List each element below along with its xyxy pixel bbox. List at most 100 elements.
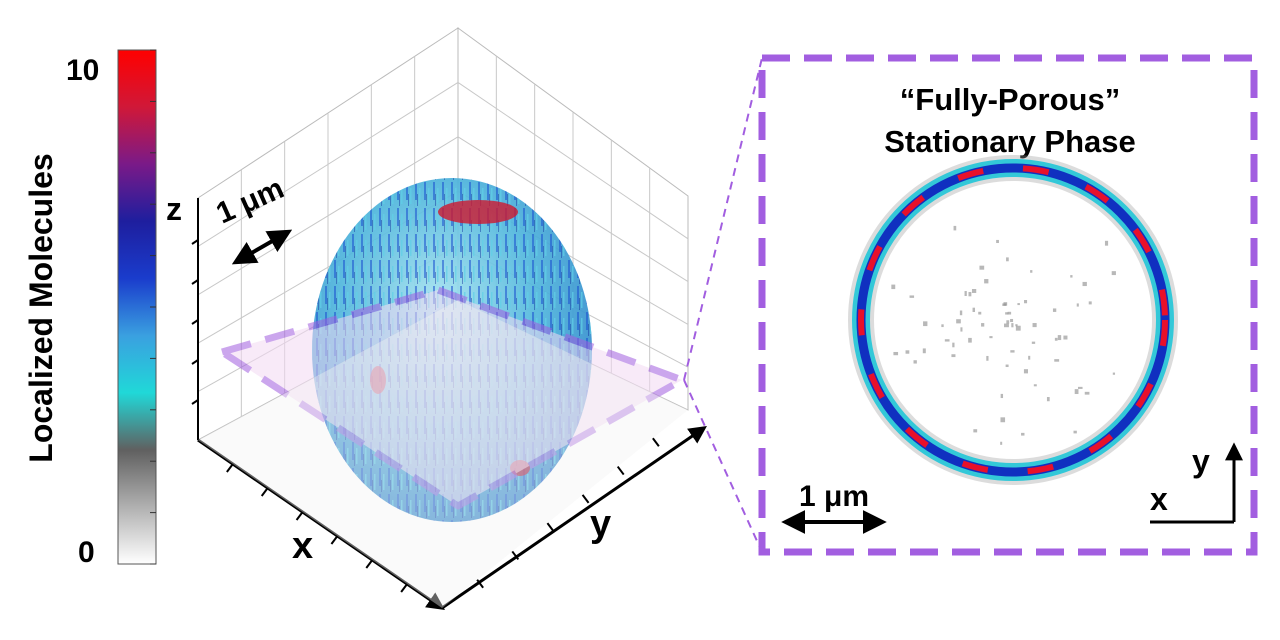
- ring-speckle: [1088, 301, 1092, 305]
- x-axis-tick: [260, 487, 269, 497]
- colorbar-title: Localized Molecules: [23, 153, 59, 462]
- plot-scale-bar: [231, 229, 293, 265]
- ring-speckle: [1006, 320, 1010, 324]
- grid-line: [197, 81, 459, 247]
- ring-speckle: [1028, 355, 1031, 360]
- ring-speckle: [959, 310, 963, 316]
- projection-line-top: [683, 57, 763, 381]
- porous-ring: [848, 155, 1178, 485]
- ring-speckle: [1023, 369, 1028, 374]
- ring-speckle: [891, 284, 896, 290]
- ring-speckle: [1000, 441, 1003, 445]
- ring-speckle: [1007, 311, 1012, 315]
- ring-speckle: [960, 327, 963, 332]
- inset-x-label: x: [1150, 481, 1168, 517]
- grid-line: [457, 136, 689, 283]
- z-axis-tick: [191, 359, 199, 365]
- floor-plane: [198, 300, 688, 608]
- y-axis-tick: [476, 579, 484, 589]
- hotspot-top: [438, 200, 518, 224]
- ring-speckle: [986, 355, 989, 361]
- ring-speckle: [1076, 303, 1079, 307]
- inset-panel: “Fully-Porous” Stationary Phase 1 μm y x: [758, 54, 1258, 556]
- colorbar-gradient: [117, 49, 157, 565]
- colorbar: 10 0 Localized Molecules: [23, 49, 157, 569]
- ring-speckle: [1111, 271, 1116, 276]
- colorbar-max-label: 10: [66, 54, 99, 87]
- y-axis-tick: [616, 465, 625, 476]
- y-axis-tick: [652, 437, 660, 447]
- ring-speckle: [1077, 386, 1083, 389]
- ring-speckle: [905, 350, 910, 354]
- x-axis-tick: [330, 535, 339, 545]
- z-axis-tick: [191, 239, 199, 245]
- ring-speckle: [893, 351, 899, 356]
- ring-speckle: [968, 337, 972, 343]
- ring-speckle: [1054, 359, 1060, 362]
- ring-speckle: [1005, 312, 1009, 315]
- inset-title-line1: “Fully-Porous”: [900, 82, 1120, 117]
- ring-speckle: [1074, 389, 1079, 395]
- ring-speckle: [1031, 341, 1036, 344]
- ring-speckle: [1082, 281, 1087, 287]
- ring-speckle: [964, 291, 967, 296]
- cross-section-plane: [218, 286, 686, 510]
- y-axis-label: y: [590, 503, 611, 545]
- ring-speckle: [952, 342, 955, 348]
- colorbar-ticks: [150, 49, 156, 565]
- x-axis-label: x: [292, 525, 313, 567]
- plot-3d: z x y 1 μm: [166, 27, 707, 611]
- ring-speckle: [944, 339, 950, 342]
- z-axis-tick: [191, 279, 199, 285]
- ring-speckle: [1005, 364, 1009, 368]
- ring-speckle: [1112, 372, 1116, 375]
- ring-speckle: [1024, 300, 1028, 304]
- x-axis-tick: [226, 463, 234, 473]
- ring-speckle: [984, 279, 989, 284]
- grid-line: [457, 81, 689, 240]
- y-axis-tick: [511, 550, 520, 561]
- ring-speckle: [1084, 391, 1090, 395]
- y-axis-tick: [546, 522, 555, 532]
- ring-speckle: [1052, 308, 1057, 312]
- ring-speckle: [1104, 240, 1109, 246]
- ring-speckle: [1030, 270, 1033, 273]
- y-axis-tick: [581, 494, 590, 504]
- ring-speckle: [979, 265, 985, 270]
- y-axis: [441, 425, 707, 610]
- inset-y-label: y: [1192, 443, 1210, 479]
- ring-speckle: [913, 360, 917, 364]
- ring-speckle: [1032, 323, 1037, 328]
- ring-speckle: [941, 324, 944, 328]
- ring-speckle: [953, 225, 957, 231]
- inset-title-line2: Stationary Phase: [884, 124, 1136, 159]
- ring-speckle: [971, 289, 977, 293]
- ring-speckle: [923, 321, 928, 327]
- ring-speckle: [973, 429, 978, 433]
- ring-speckle: [1004, 323, 1009, 328]
- z-axis-label: z: [166, 191, 182, 227]
- ring-speckle: [1015, 325, 1021, 331]
- ring-speckle: [978, 311, 982, 315]
- ring-speckle: [956, 319, 961, 324]
- projection-line-bottom: [683, 379, 763, 553]
- ring-speckle: [1000, 393, 1004, 399]
- ring-speckle: [951, 354, 956, 358]
- ring-speckle: [1054, 337, 1058, 341]
- ring-speckle: [922, 348, 926, 354]
- ring-speckle: [1006, 257, 1009, 262]
- ring-speckle: [909, 295, 915, 298]
- ring-speckle: [1046, 397, 1050, 402]
- ring-speckle: [1021, 432, 1025, 436]
- ring-speckle: [1070, 275, 1073, 278]
- x-axis-tick: [400, 583, 408, 593]
- ring-speckle: [1057, 335, 1062, 341]
- x-axis: [197, 438, 445, 611]
- ring-speckle: [968, 291, 972, 297]
- ring-speckle: [1000, 417, 1006, 423]
- ring-speckle: [1010, 350, 1015, 353]
- z-axis-tick: [191, 399, 199, 405]
- ring-hot: [858, 165, 1168, 475]
